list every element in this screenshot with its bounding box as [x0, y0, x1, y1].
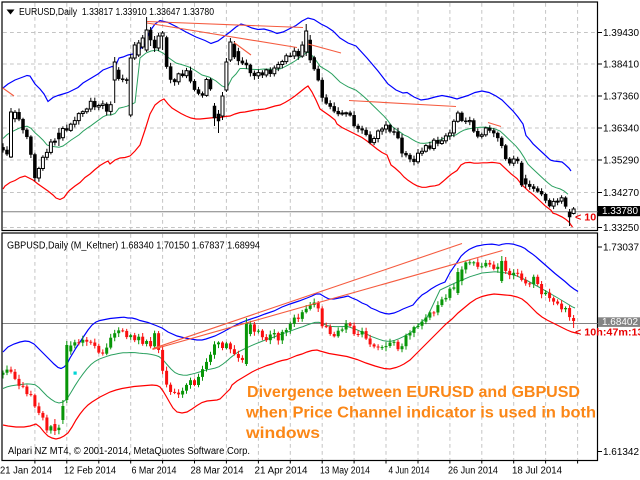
- svg-text:< 10h:47m:13: < 10h:47m:13: [575, 327, 640, 338]
- svg-text:4 Jun 2014: 4 Jun 2014: [389, 466, 430, 477]
- svg-text:1.33780: 1.33780: [602, 206, 638, 217]
- svg-text:1.73037: 1.73037: [603, 243, 639, 254]
- svg-text:1.35290: 1.35290: [603, 156, 639, 167]
- svg-text:Divergence between EURUSD and: Divergence between EURUSD and GBPUSD: [247, 384, 580, 401]
- svg-text:EURUSD,Daily 1.33817 1.33910: EURUSD,Daily 1.33817 1.33910 1.33647 1.3…: [19, 7, 214, 18]
- svg-text:1.61342: 1.61342: [603, 447, 639, 458]
- svg-text:Alpari NZ MT4, © 2001-2014, Me: Alpari NZ MT4, © 2001-2014, MetaQuotes S…: [8, 446, 250, 457]
- svg-text:26 Jun 2014: 26 Jun 2014: [448, 466, 498, 477]
- svg-text:when Price Channel indicator i: when Price Channel indicator is used in …: [245, 405, 596, 422]
- svg-text:windows: windows: [245, 425, 320, 442]
- svg-text:1.38410: 1.38410: [603, 60, 639, 71]
- svg-text:GBPUSD,Daily (M_Keltner) 1.683: GBPUSD,Daily (M_Keltner) 1.68340 1.70150…: [7, 241, 260, 252]
- svg-text:1.68402: 1.68402: [602, 317, 638, 328]
- svg-text:6 Mar 2014: 6 Mar 2014: [132, 466, 177, 477]
- svg-text:1.39430: 1.39430: [603, 28, 639, 39]
- svg-text:1.37360: 1.37360: [603, 92, 639, 103]
- svg-text:< 10h:47m:13: < 10h:47m:13: [575, 213, 640, 224]
- svg-text:18 Jul 2014: 18 Jul 2014: [512, 466, 562, 477]
- svg-text:1.36340: 1.36340: [603, 124, 639, 135]
- svg-text:12 Feb 2014: 12 Feb 2014: [64, 466, 116, 477]
- svg-text:21 Jan 2014: 21 Jan 2014: [0, 466, 52, 477]
- svg-text:21 Apr 2014: 21 Apr 2014: [255, 466, 308, 477]
- svg-text:1.33250: 1.33250: [603, 223, 639, 234]
- svg-text:13 May 2014: 13 May 2014: [320, 466, 370, 477]
- svg-text:28 Mar 2014: 28 Mar 2014: [191, 466, 244, 477]
- svg-text:1.34270: 1.34270: [603, 188, 639, 199]
